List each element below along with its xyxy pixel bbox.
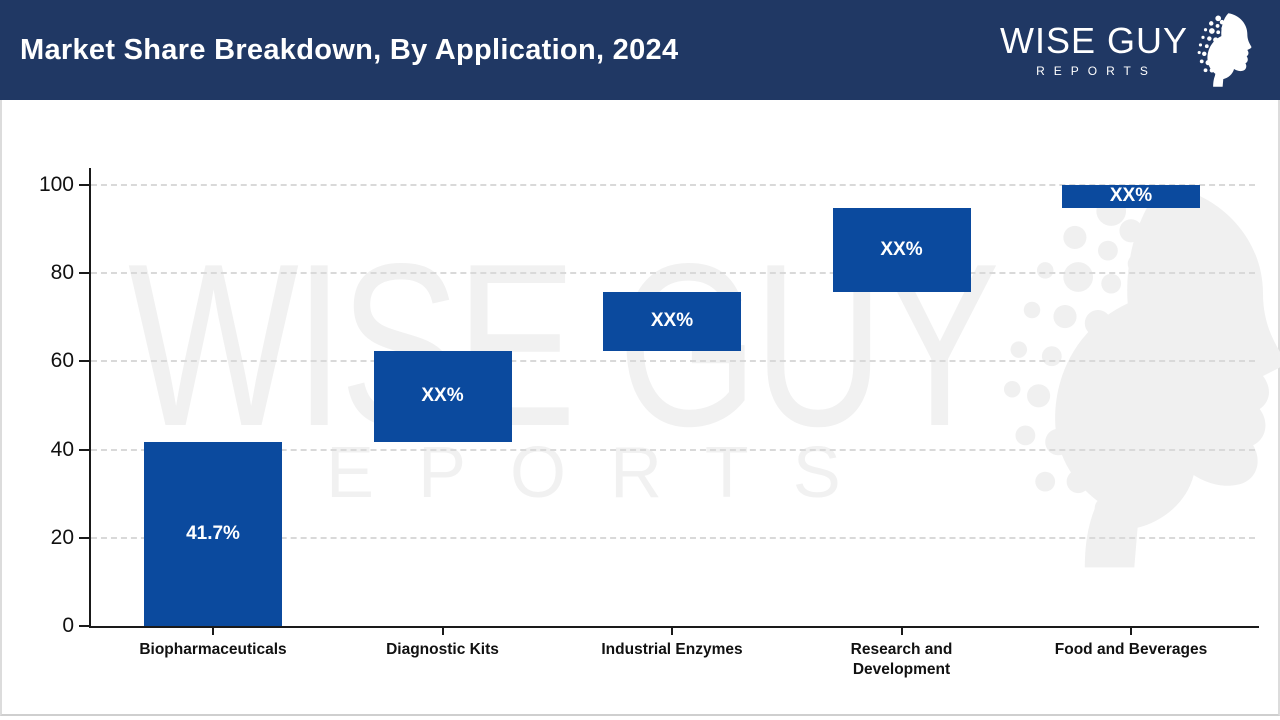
chart-panel: WISE GUY REPORTS 0 20 40 60 80 100 41.7% Biopha…	[0, 100, 1280, 716]
gridline	[91, 360, 1255, 363]
y-tick-mark	[79, 360, 89, 363]
gridline	[91, 536, 1255, 539]
y-tick-label: 0	[62, 614, 74, 637]
x-tick-mark	[1130, 628, 1132, 635]
y-tick-label: 100	[38, 173, 74, 196]
y-tick-mark	[79, 272, 89, 275]
x-axis-label: Industrial Enzymes	[601, 641, 743, 658]
x-tick-mark	[671, 628, 673, 635]
header-bar: Market Share Breakdown, By Application, …	[0, 0, 1280, 100]
x-axis-label: Biopharmaceuticals	[139, 641, 287, 658]
gridline	[91, 272, 1255, 275]
page-title: Market Share Breakdown, By Application, …	[20, 33, 679, 66]
bar-value-label: XX%	[421, 385, 464, 407]
y-tick-mark	[79, 448, 89, 451]
y-tick-label: 60	[50, 349, 74, 373]
y-tick-mark	[79, 625, 89, 627]
watermark-subtext: REPORTS	[230, 433, 885, 513]
bar: XX%	[603, 292, 741, 351]
brand-head-icon	[1190, 12, 1254, 88]
bar: XX%	[1062, 185, 1200, 208]
bar-value-label: 41.7%	[186, 523, 240, 545]
bar-value-label: XX%	[1109, 185, 1153, 207]
x-axis-label: Research and Development	[850, 641, 953, 679]
y-tick-mark	[79, 184, 89, 186]
y-axis-line	[89, 168, 91, 628]
brand-wordmark: WISE GUY REPORTS	[999, 19, 1188, 78]
x-tick-mark	[900, 628, 903, 635]
y-tick-label: 40	[50, 437, 74, 461]
x-tick-mark	[441, 628, 444, 635]
x-axis-line	[89, 626, 1259, 628]
gridline	[91, 448, 1255, 451]
x-axis-label: Food and Beverages	[1054, 641, 1208, 658]
bar: 41.7%	[144, 442, 282, 626]
bar-value-label: XX%	[650, 310, 694, 332]
y-tick-mark	[79, 536, 89, 539]
x-tick-mark	[212, 628, 214, 635]
gridline	[91, 184, 1255, 186]
bar-value-label: XX%	[880, 239, 923, 261]
brand-name: WISE GUY	[999, 19, 1188, 61]
y-tick-label: 20	[50, 525, 74, 549]
waterfall-chart: 0 20 40 60 80 100 41.7% Biopharmaceuticals XX% Di…	[2, 100, 1278, 714]
bar: XX%	[832, 207, 971, 293]
x-axis-label: Diagnostic Kits	[386, 641, 499, 658]
y-tick-label: 80	[50, 261, 74, 285]
brand-logo: WISE GUY REPORTS	[1000, 12, 1254, 88]
bar: XX%	[373, 350, 512, 443]
brand-subtitle: REPORTS	[1036, 63, 1157, 78]
